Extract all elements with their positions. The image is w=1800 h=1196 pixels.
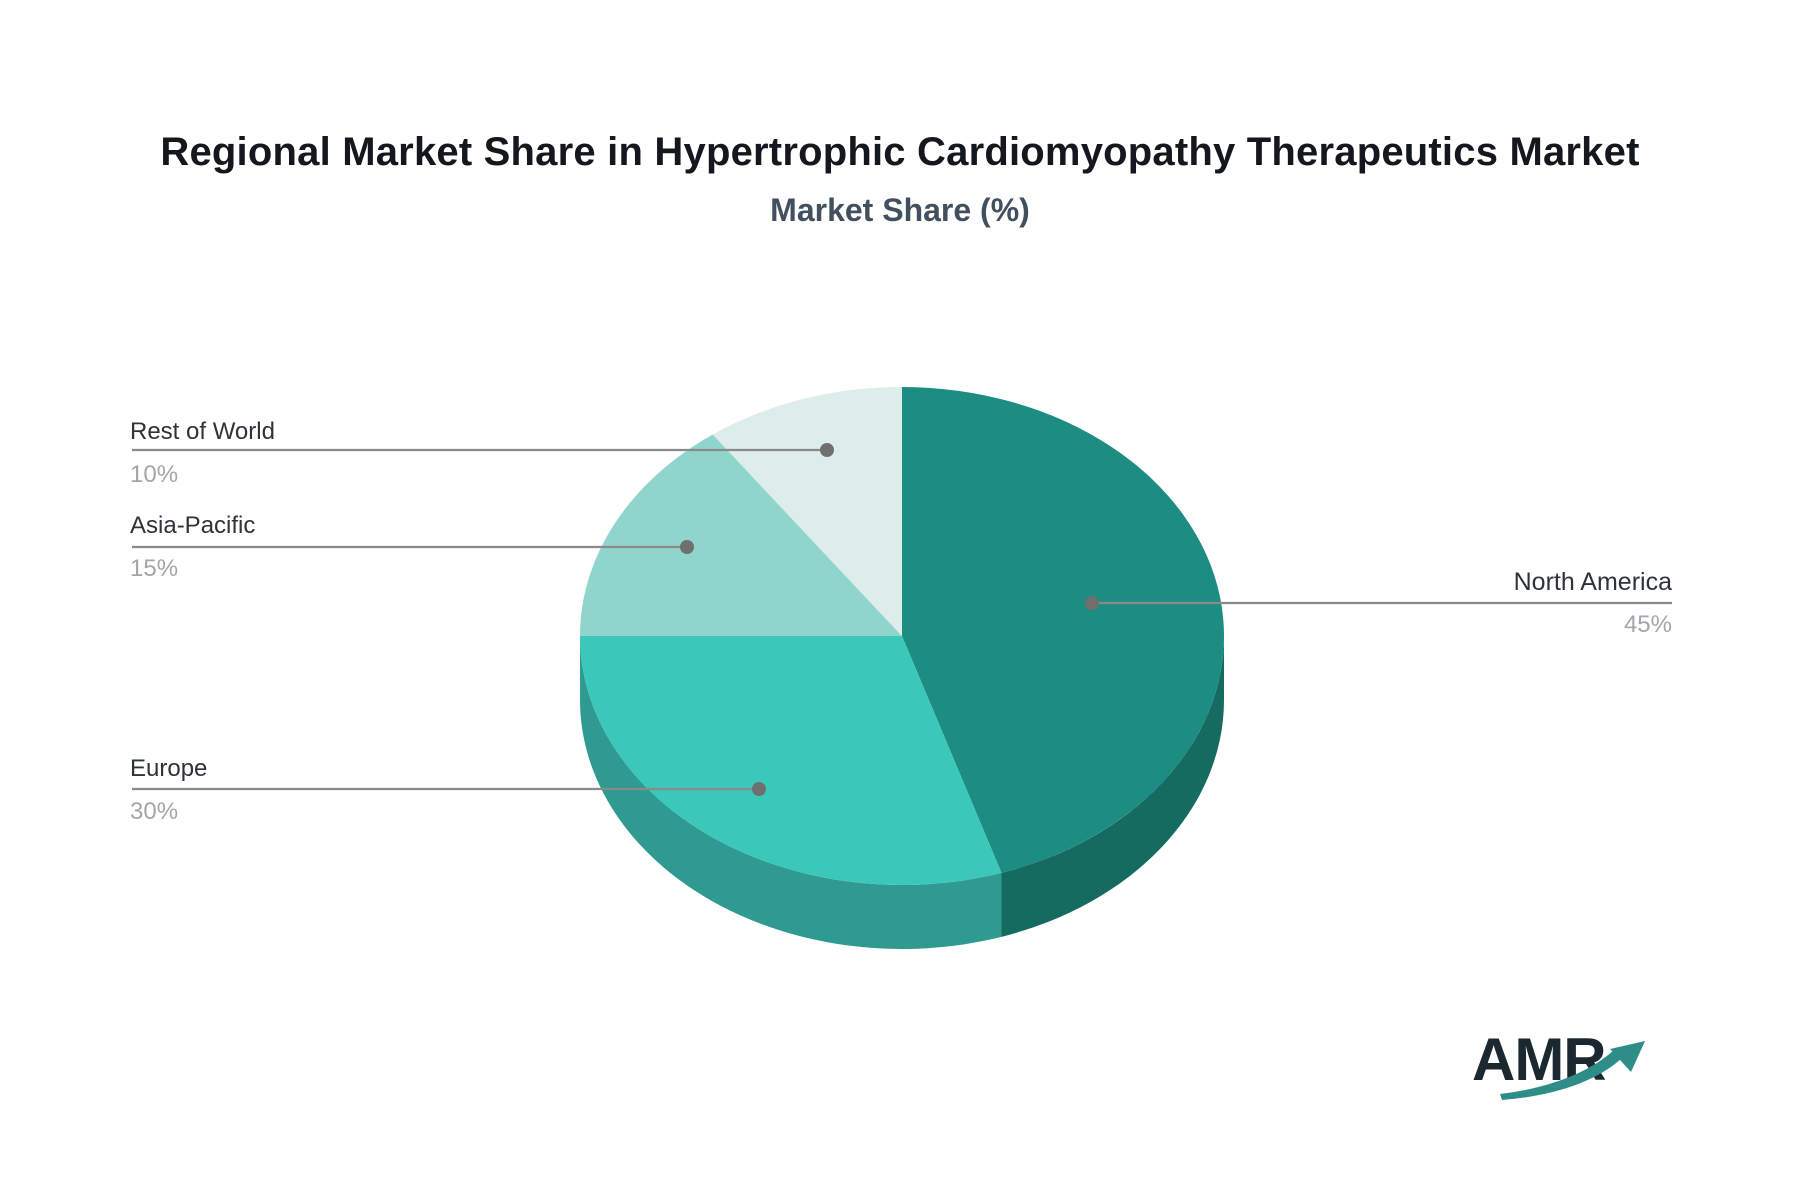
slice-label: Rest of World (130, 418, 275, 445)
slice-value: 10% (130, 461, 179, 488)
callout-europe: Europe 30% (130, 754, 207, 827)
pie-slice-europe (580, 636, 1002, 885)
chart-subtitle: Market Share (%) (770, 192, 1030, 228)
slice-label: Europe (130, 755, 208, 782)
callout-asia-pacific: Asia-Pacific 15% (130, 511, 255, 584)
slice-label: North America (1513, 568, 1672, 596)
slice-value: 15% (130, 555, 179, 582)
brand-logo: AMR (1472, 1030, 1672, 1120)
slice-value: 30% (130, 798, 179, 825)
pie-slice-north-america (902, 387, 1224, 873)
callout-north-america: North America 45% (1514, 567, 1672, 640)
pie-slice-asia-pacific (580, 434, 902, 636)
callout-rest-of-world: Rest of World 10% (130, 417, 275, 490)
slice-value: 45% (1623, 611, 1672, 638)
chart-title: Regional Market Share in Hypertrophic Ca… (160, 130, 1640, 174)
slice-label: Asia-Pacific (130, 512, 256, 539)
growth-arrow-icon (1500, 1041, 1645, 1100)
